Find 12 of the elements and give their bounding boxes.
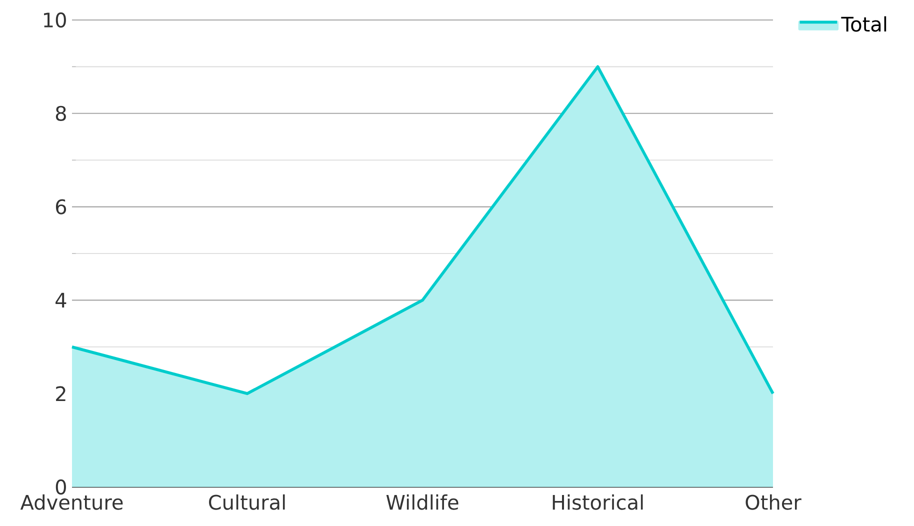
- x-tick-label: Historical: [552, 494, 643, 510]
- y-tick-label: 2: [56, 386, 66, 402]
- x-tick-label: Wildlife: [386, 494, 458, 510]
- y-tick-label: 8: [56, 106, 66, 121]
- x-tick-label: Other: [746, 494, 802, 510]
- y-tick-label: 0: [56, 479, 66, 495]
- legend-label: Total: [841, 16, 886, 32]
- x-tick-label: Adventure: [20, 494, 123, 510]
- x-tick-label: Cultural: [209, 494, 285, 510]
- y-tick-label: 6: [56, 199, 66, 214]
- y-tick-label: 10: [44, 12, 66, 28]
- y-tick-label: 4: [56, 292, 66, 308]
